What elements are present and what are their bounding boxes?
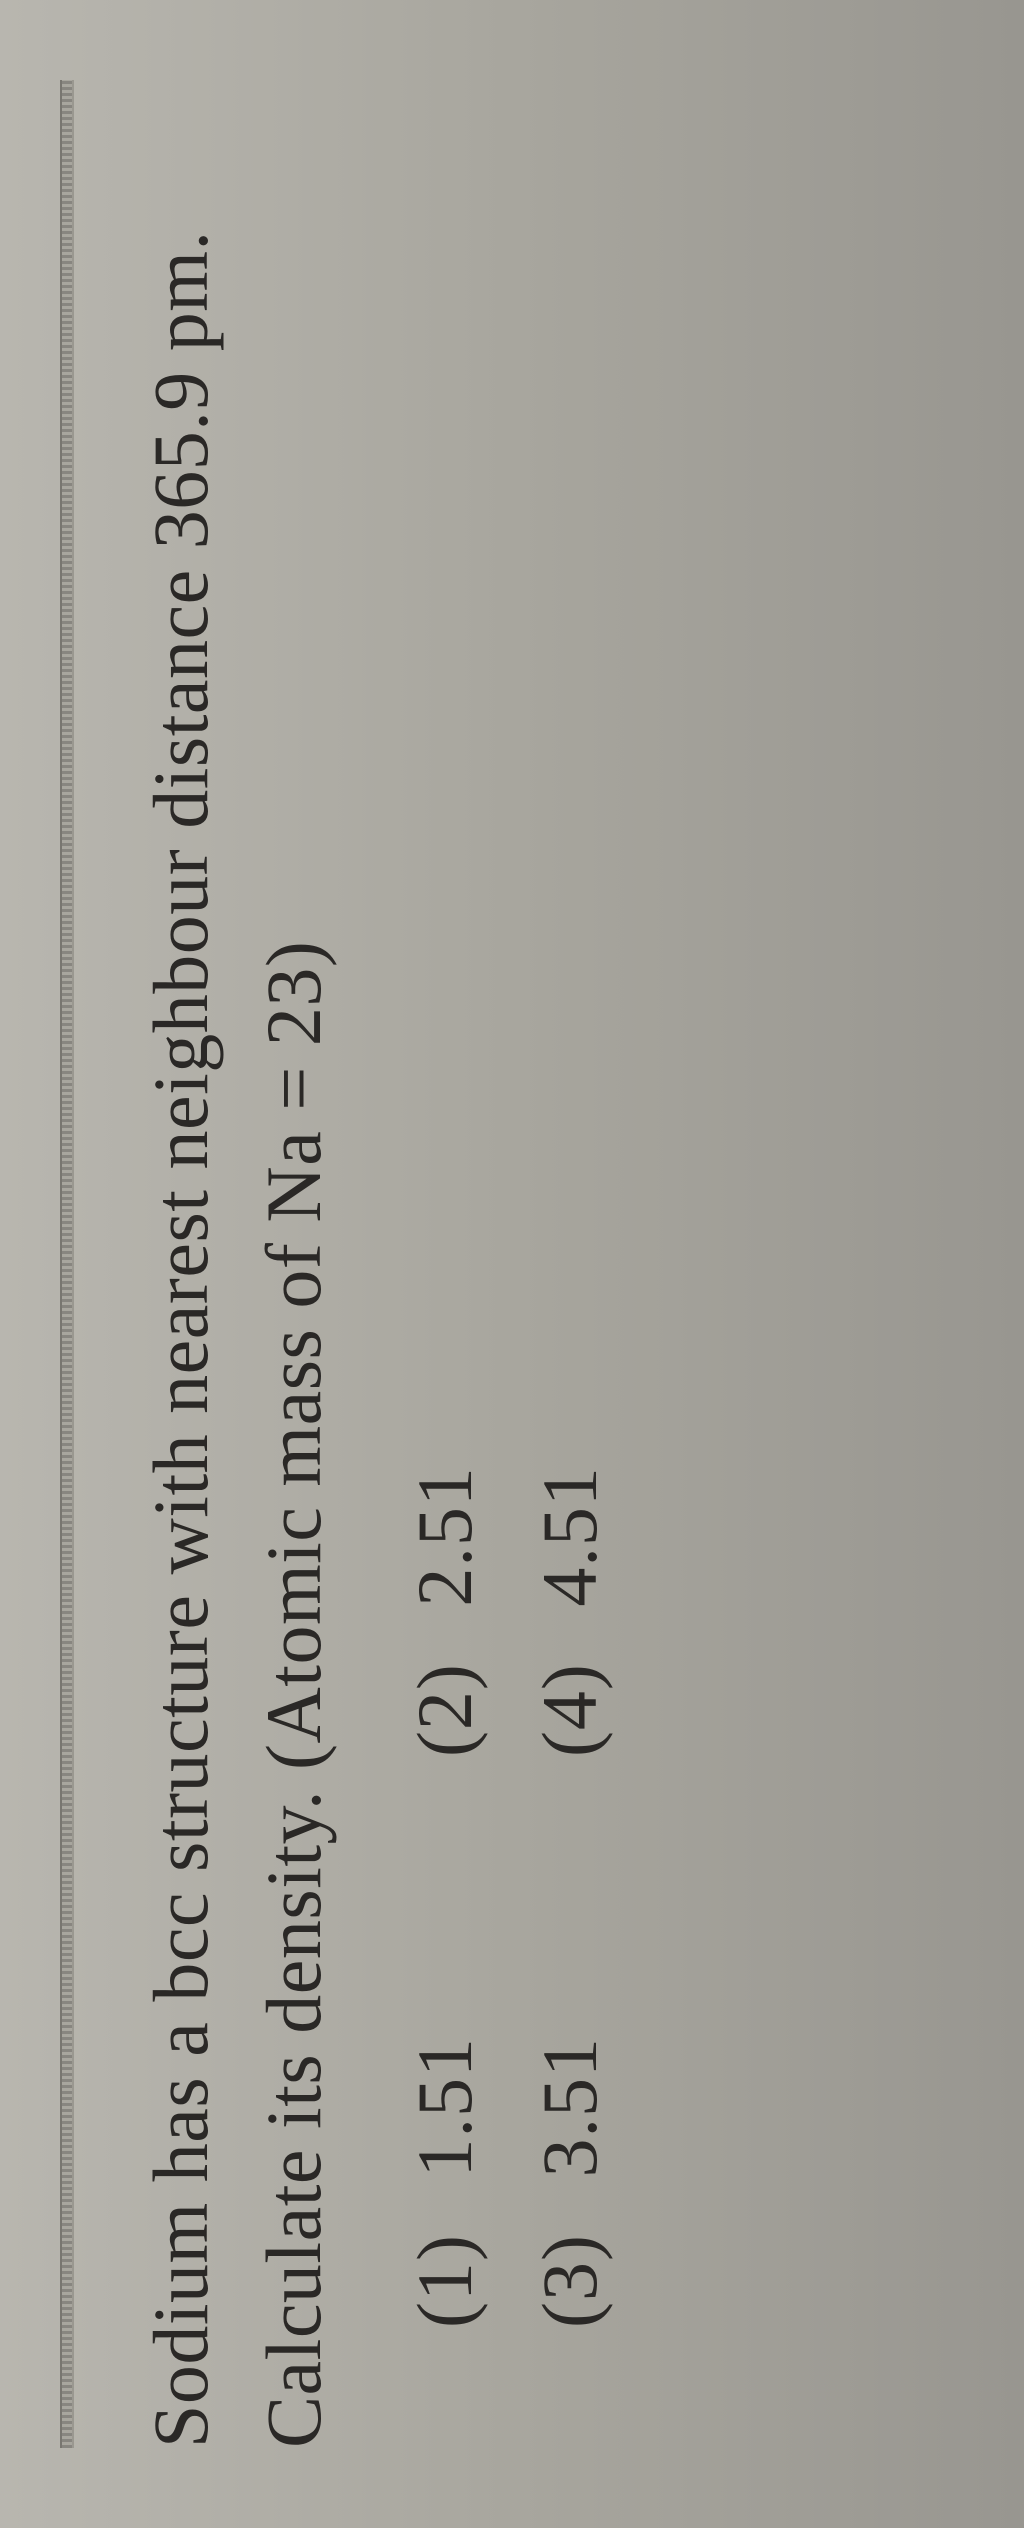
option-4-value: 4.51 bbox=[526, 1466, 613, 1607]
option-2-label: (2) bbox=[401, 1663, 488, 1757]
option-3-value: 3.51 bbox=[526, 2037, 613, 2178]
option-2-value: 2.51 bbox=[401, 1466, 488, 1607]
decorative-top-border bbox=[60, 80, 74, 2448]
options-row-1: (1) 1.51 (2) 2.51 bbox=[400, 80, 490, 2448]
option-2: (2) 2.51 bbox=[400, 1466, 490, 1757]
options-row-2: (3) 3.51 (4) 4.51 bbox=[525, 80, 615, 2448]
question-text: Sodium has a bcc structure with nearest … bbox=[124, 80, 350, 2448]
option-3: (3) 3.51 bbox=[525, 2037, 615, 2328]
option-4-label: (4) bbox=[526, 1663, 613, 1757]
page-container: Sodium has a bcc structure with nearest … bbox=[0, 0, 1024, 2528]
option-4: (4) 4.51 bbox=[525, 1466, 615, 1757]
option-3-label: (3) bbox=[526, 2234, 613, 2328]
option-1-label: (1) bbox=[401, 2234, 488, 2328]
option-1: (1) 1.51 bbox=[400, 2037, 490, 2328]
option-1-value: 1.51 bbox=[401, 2037, 488, 2178]
